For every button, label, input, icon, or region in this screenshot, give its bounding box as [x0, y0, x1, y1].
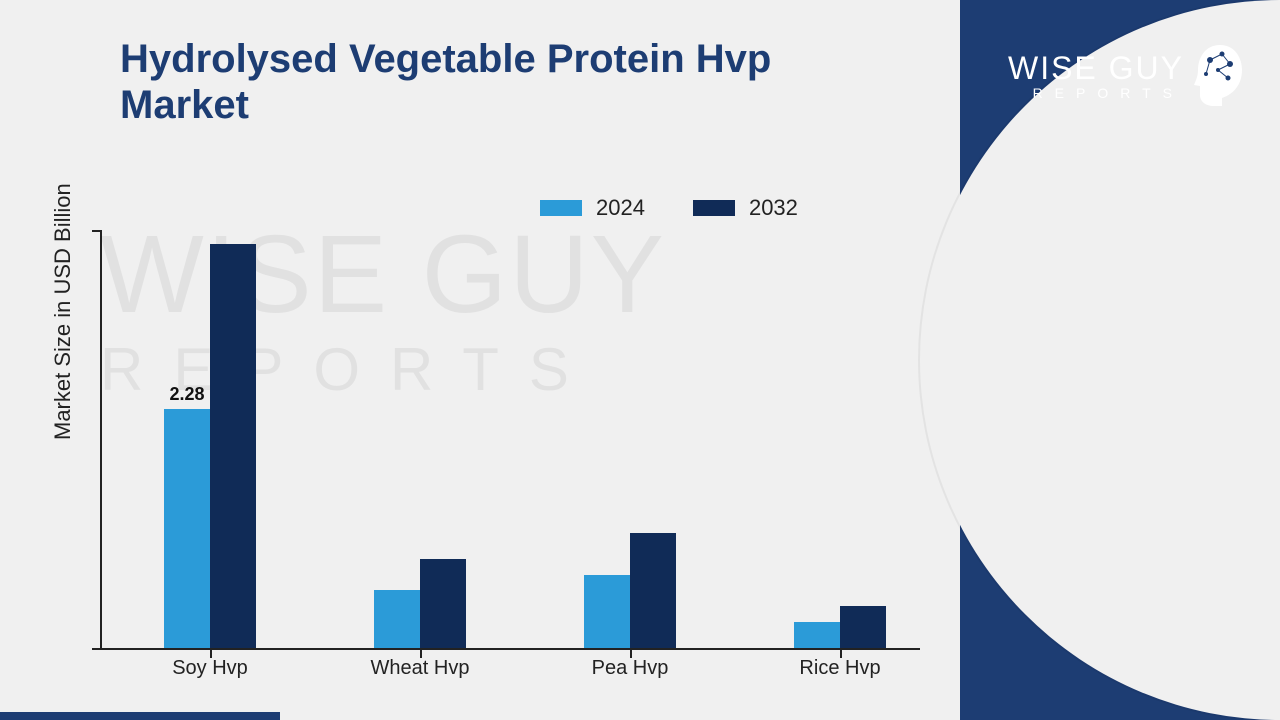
chart-title: Hydrolysed Vegetable Protein Hvp Market [120, 36, 840, 128]
bar-2024-pea-hvp [584, 575, 630, 649]
bottom-accent-bar [0, 712, 280, 720]
legend-label-2032: 2032 [749, 195, 798, 221]
head-silhouette-icon [1190, 40, 1250, 110]
legend-label-2024: 2024 [596, 195, 645, 221]
legend-swatch-2024 [540, 200, 582, 216]
legend-item-2032: 2032 [693, 195, 798, 221]
legend-item-2024: 2024 [540, 195, 645, 221]
category-label: Pea Hvp [592, 657, 669, 680]
bar-2032-rice-hvp [840, 606, 886, 648]
legend: 2024 2032 [540, 195, 798, 221]
brand-logo: WISE GUY REPORTS [1008, 40, 1250, 110]
x-axis [100, 648, 920, 650]
bar-2024-soy-hvp [164, 409, 210, 648]
bar-2024-rice-hvp [794, 622, 840, 648]
bar-2024-wheat-hvp [374, 590, 420, 648]
y-tick [92, 230, 100, 232]
category-label: Soy Hvp [172, 657, 248, 680]
bar-value-label: 2.28 [169, 384, 204, 405]
legend-swatch-2032 [693, 200, 735, 216]
bar-2032-soy-hvp [210, 244, 256, 648]
brand-main: WISE GUY [1008, 50, 1184, 87]
y-tick [92, 648, 100, 650]
y-axis [100, 230, 102, 650]
y-axis-label: Market Size in USD Billion [50, 183, 76, 440]
brand-sub: REPORTS [1008, 85, 1184, 101]
bar-2032-pea-hvp [630, 533, 676, 649]
category-label: Rice Hvp [799, 657, 880, 680]
chart-area: Market Size in USD Billion Soy Hvp2.28Wh… [100, 230, 920, 650]
bar-2032-wheat-hvp [420, 559, 466, 648]
category-label: Wheat Hvp [371, 657, 470, 680]
